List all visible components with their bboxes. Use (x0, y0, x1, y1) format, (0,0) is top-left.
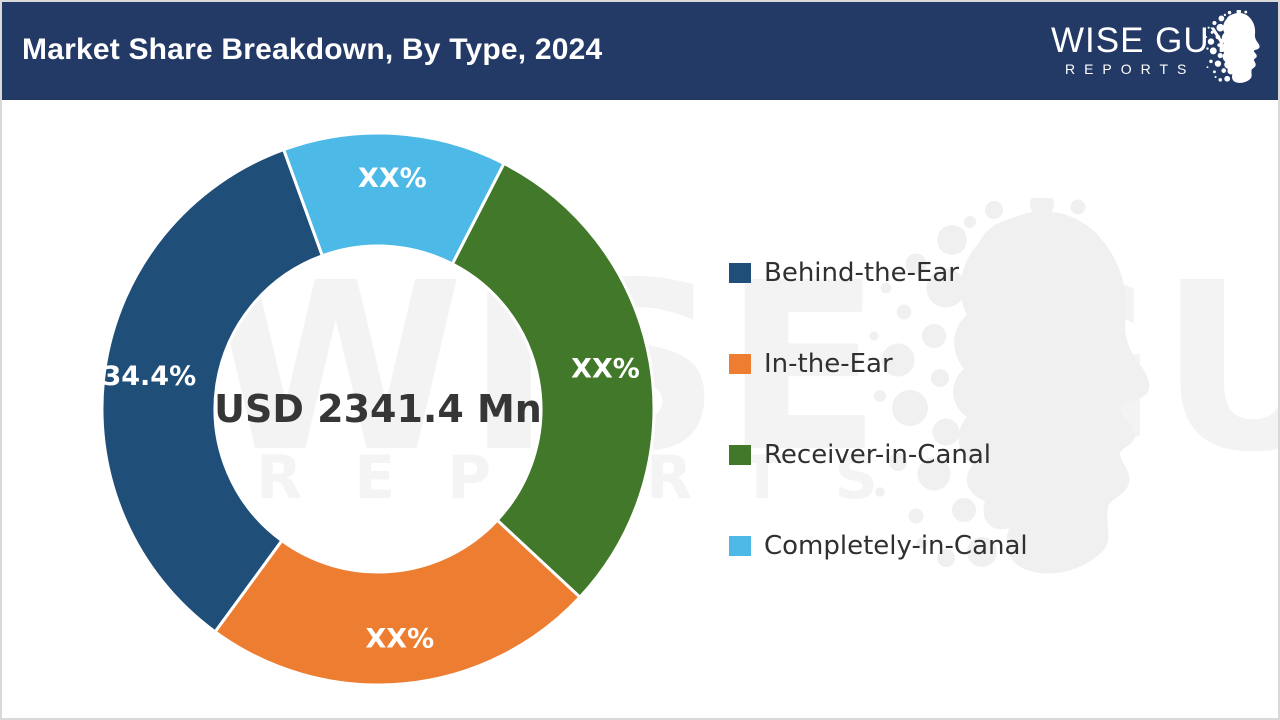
donut-chart: XX% XX% XX% 34.4% (100, 131, 656, 687)
donut-slice-in-the-ear (213, 518, 582, 687)
legend-label: Receiver-in-Canal (764, 440, 992, 470)
legend-item-in-the-ear: In-the-Ear (729, 349, 1028, 379)
legend-item-completely-in-canal: Completely-in-Canal (729, 531, 1028, 561)
legend-item-receiver-in-canal: Receiver-in-Canal (729, 440, 1028, 470)
legend-label: Behind-the-Ear (764, 258, 959, 288)
donut-slice-receiver-in-canal (450, 161, 656, 599)
legend-item-behind-the-ear: Behind-the-Ear (729, 258, 1028, 288)
slice-label: 34.4% (102, 361, 196, 392)
brand-face-icon (1205, 10, 1260, 83)
brand-subname: REPORTS (1064, 61, 1196, 78)
chart-legend: Behind-the-Ear In-the-Ear Receiver-in-Cana… (729, 258, 1028, 622)
legend-swatch-icon (729, 354, 751, 374)
slice-label: XX% (358, 163, 427, 194)
donut-slice-behind-the-ear (100, 148, 324, 634)
brand-logo: WISE GUY REPORTS (1050, 10, 1262, 88)
donut-center-value: USD 2341.4 Mn (214, 387, 542, 431)
legend-label: In-the-Ear (764, 349, 893, 379)
legend-swatch-icon (729, 445, 751, 465)
legend-swatch-icon (729, 536, 751, 556)
slice-label: XX% (571, 354, 640, 385)
slice-label: XX% (365, 624, 434, 655)
legend-label: Completely-in-Canal (764, 531, 1028, 561)
brand-name: WISE GUY (1050, 20, 1234, 60)
page-title: Market Share Breakdown, By Type, 2024 (22, 33, 603, 66)
header: Market Share Breakdown, By Type, 2024 WI… (0, 0, 1280, 100)
legend-swatch-icon (729, 263, 751, 283)
brand-logo-text: WISE GUY REPORTS (1050, 20, 1234, 78)
